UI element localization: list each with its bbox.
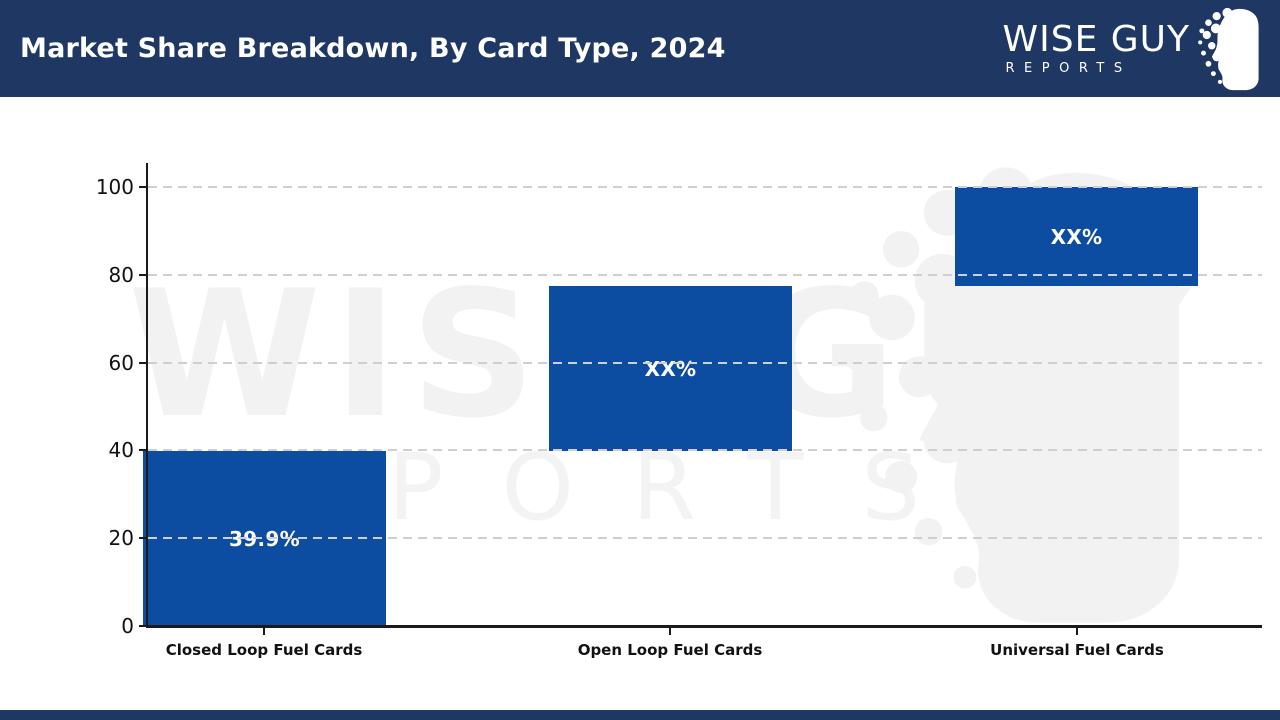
y-tick-label: 80 bbox=[108, 263, 134, 287]
y-tick-label: 20 bbox=[108, 526, 134, 550]
x-category-label: Open Loop Fuel Cards bbox=[577, 641, 763, 659]
bar-segment: XX% bbox=[549, 286, 792, 451]
x-tick-mark bbox=[1076, 628, 1078, 635]
y-tick-mark-20 bbox=[139, 537, 146, 539]
brand-logo: WISE GUY REPORTS bbox=[1003, 7, 1267, 91]
y-tick-mark-0 bbox=[139, 625, 146, 627]
y-tick-mark-100 bbox=[139, 186, 146, 188]
x-axis-line bbox=[146, 625, 1262, 628]
gridline-20 bbox=[148, 537, 1262, 539]
brand-subname: REPORTS bbox=[1005, 61, 1132, 76]
footer-bar bbox=[0, 710, 1280, 720]
y-tick-mark-40 bbox=[139, 449, 146, 451]
y-tick-label: 100 bbox=[95, 175, 134, 199]
bar-value-label: XX% bbox=[644, 356, 697, 381]
bar-value-label: XX% bbox=[1050, 224, 1103, 249]
gridline-80 bbox=[148, 274, 1262, 276]
bar-segment: XX% bbox=[955, 187, 1198, 286]
y-tick-mark-60 bbox=[139, 362, 146, 364]
x-category-label: Universal Fuel Cards bbox=[990, 641, 1164, 659]
y-tick-label: 40 bbox=[108, 438, 134, 462]
y-axis-line bbox=[146, 163, 148, 627]
wiseguy-head-icon bbox=[1198, 7, 1259, 90]
brand-text: WISE GUY REPORTS bbox=[1002, 19, 1191, 76]
gridline-40 bbox=[148, 449, 1262, 451]
x-category-label: Closed Loop Fuel Cards bbox=[165, 641, 363, 659]
gridline-60 bbox=[148, 362, 1262, 364]
header-bar: Market Share Breakdown, By Card Type, 20… bbox=[0, 0, 1280, 97]
x-tick-mark bbox=[263, 628, 265, 635]
brand-name: WISE GUY bbox=[1002, 19, 1190, 60]
y-tick-label: 0 bbox=[121, 614, 134, 638]
y-tick-label: 60 bbox=[108, 351, 134, 375]
gridline-100 bbox=[148, 186, 1262, 188]
y-tick-mark-80 bbox=[139, 274, 146, 276]
x-tick-mark bbox=[669, 628, 671, 635]
page-title: Market Share Breakdown, By Card Type, 20… bbox=[20, 33, 726, 64]
